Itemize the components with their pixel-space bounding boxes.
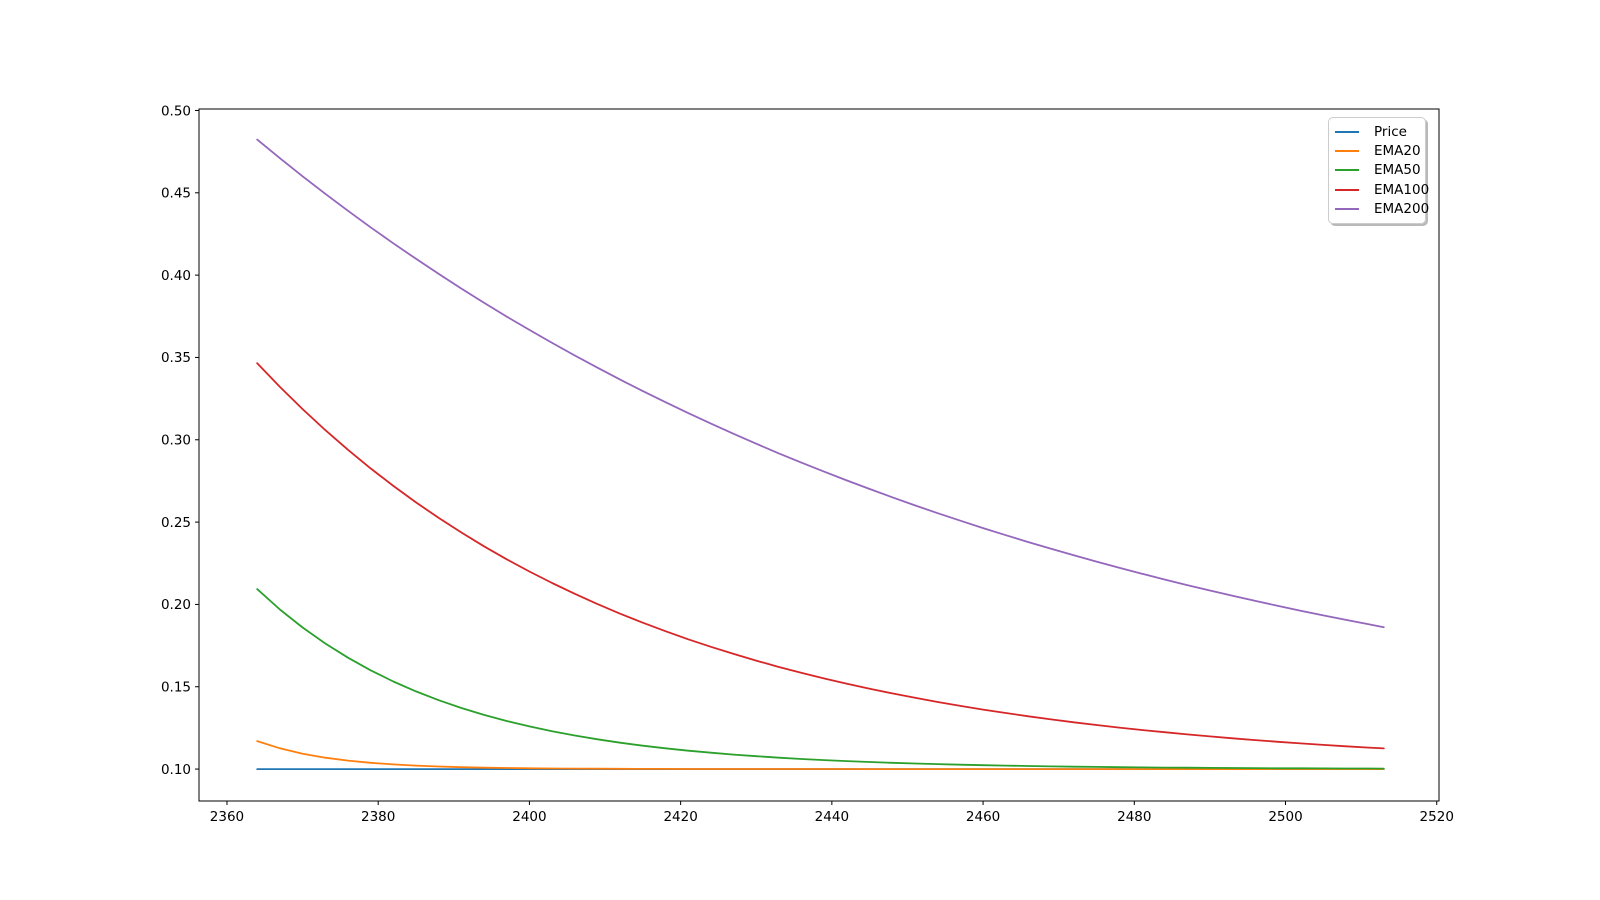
x-tick-label: 2440	[815, 809, 849, 825]
y-tick-label: 0.50	[161, 103, 191, 119]
legend-label-ema100: EMA100	[1374, 181, 1430, 198]
x-tick-label: 2460	[966, 809, 1000, 825]
legend-entry-price: Price	[1332, 122, 1422, 141]
y-tick-label: 0.25	[161, 515, 191, 531]
x-tick-label: 2360	[210, 809, 244, 825]
y-tick-label: 0.15	[161, 680, 191, 696]
series-line-ema50	[256, 588, 1385, 770]
series-line-ema200	[256, 138, 1385, 629]
y-tick-label: 0.35	[161, 350, 191, 366]
legend-entry-ema20: EMA20	[1332, 141, 1422, 160]
legend-swatch-ema50	[1335, 169, 1359, 172]
x-tick-label: 2520	[1420, 809, 1454, 825]
y-tick-label: 0.45	[161, 186, 191, 202]
series-line-ema100	[256, 362, 1385, 750]
y-tick-label: 0.40	[161, 268, 191, 284]
legend-swatch-ema100	[1335, 188, 1359, 191]
legend-swatch-price	[1335, 130, 1359, 133]
legend-label-price: Price	[1374, 123, 1407, 140]
y-tick-label: 0.20	[161, 597, 191, 613]
legend-label-ema50: EMA50	[1374, 162, 1421, 179]
legend-entry-ema50: EMA50	[1332, 161, 1422, 180]
x-tick-label: 2500	[1268, 809, 1302, 825]
x-tick-label: 2480	[1117, 809, 1151, 825]
legend: Price EMA20 EMA50 EMA100 EMA200	[1328, 117, 1429, 224]
series-line-ema20	[256, 740, 1385, 770]
legend-swatch-ema200	[1335, 208, 1359, 211]
x-tick-label: 2380	[361, 809, 395, 825]
x-tick-label: 2420	[663, 809, 697, 825]
x-tick-label: 2400	[512, 809, 546, 825]
legend-entry-ema100: EMA100	[1332, 180, 1429, 199]
legend-swatch-ema20	[1335, 150, 1359, 153]
legend-label-ema20: EMA20	[1374, 143, 1421, 160]
y-tick-label: 0.30	[161, 433, 191, 449]
axes-frame	[198, 108, 1440, 802]
y-tick-label: 0.10	[161, 762, 191, 778]
legend-entry-ema200: EMA200	[1332, 200, 1429, 219]
legend-label-ema200: EMA200	[1374, 201, 1430, 218]
